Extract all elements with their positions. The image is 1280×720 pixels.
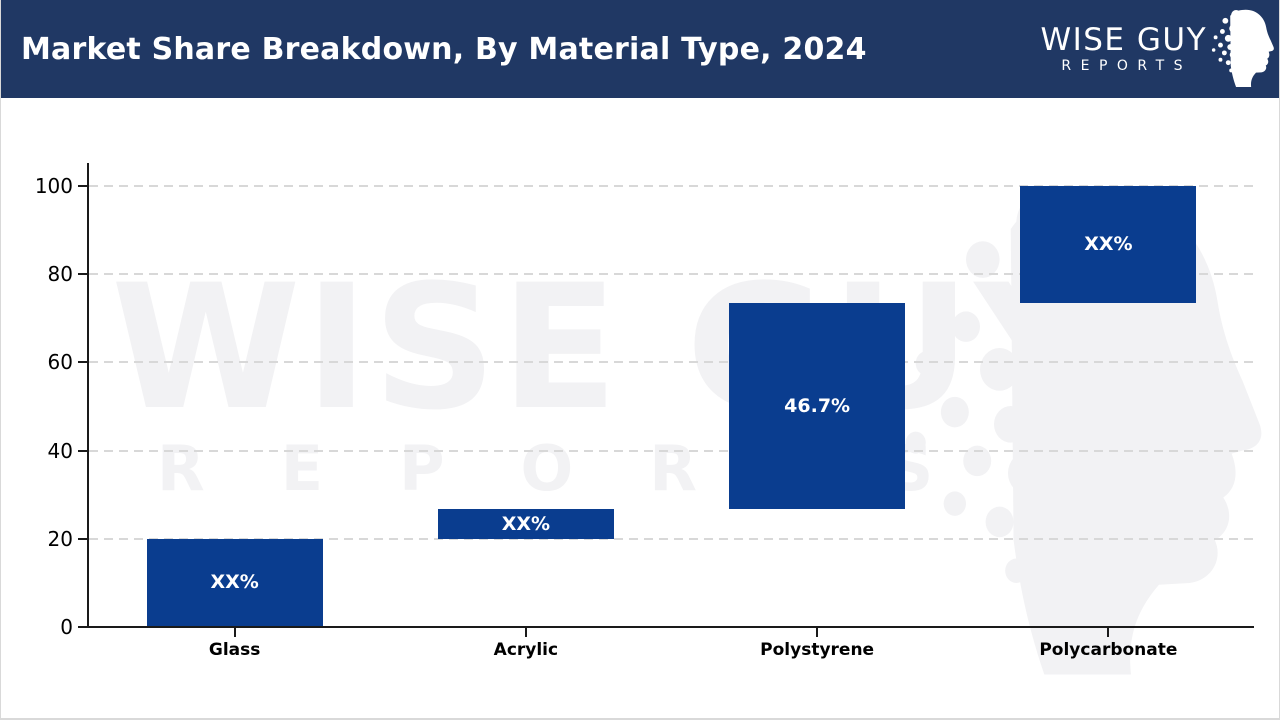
x-axis-line xyxy=(87,626,1254,628)
logo-brand-sub: REPORTS xyxy=(1061,58,1193,74)
y-tick-mark xyxy=(78,361,88,364)
chart-title: Market Share Breakdown, By Material Type… xyxy=(21,31,867,67)
y-tick-mark xyxy=(78,537,88,540)
wiseguy-logo: WISE GUY REPORTS xyxy=(1040,6,1275,92)
y-tick-label: 20 xyxy=(47,526,73,551)
bar-acrylic: XX% xyxy=(437,509,614,539)
y-tick-mark xyxy=(78,273,88,276)
chart-header: Market Share Breakdown, By Material Type… xyxy=(1,0,1279,98)
y-tick-mark xyxy=(78,185,88,187)
gridline-100 xyxy=(89,185,1254,187)
x-tick-label-polystyrene: Polystyrene xyxy=(760,640,875,660)
y-tick-label: 0 xyxy=(60,615,73,639)
bar-value-label: XX% xyxy=(1084,233,1133,256)
bar-value-label: XX% xyxy=(501,512,551,535)
y-tick-label: 40 xyxy=(47,438,73,463)
y-axis-line xyxy=(87,163,89,628)
x-tick-mark xyxy=(1107,628,1110,637)
watermark-brand-text: WISE GUY xyxy=(111,247,1104,448)
x-tick-label-acrylic: Acrylic xyxy=(493,640,559,660)
x-tick-mark xyxy=(816,628,819,637)
bar-value-label: 46.7% xyxy=(784,394,851,417)
bar-polystyrene: 46.7% xyxy=(729,303,906,510)
gridline-60 xyxy=(89,361,1254,364)
wiseguy-logo-text: WISE GUY REPORTS xyxy=(1040,22,1207,74)
x-tick-mark xyxy=(233,628,236,637)
y-tick-label: 60 xyxy=(47,350,73,375)
x-tick-label-polycarbonate: Polycarbonate xyxy=(1039,640,1178,660)
bar-polycarbonate: XX% xyxy=(1020,186,1197,304)
logo-brand-name: WISE GUY xyxy=(1040,22,1207,58)
y-tick-label: 80 xyxy=(47,262,73,287)
bar-glass: XX% xyxy=(146,538,323,627)
gridline-40 xyxy=(89,449,1254,452)
gridline-80 xyxy=(89,273,1254,276)
y-tick-label: 100 xyxy=(34,174,73,198)
y-tick-mark xyxy=(78,626,88,628)
y-tick-mark xyxy=(78,449,88,452)
x-tick-mark xyxy=(524,628,527,637)
gridline-20 xyxy=(89,537,1254,540)
x-tick-label-glass: Glass xyxy=(208,640,261,660)
wiseguy-head-icon xyxy=(1211,9,1274,87)
bar-value-label: XX% xyxy=(210,571,259,594)
